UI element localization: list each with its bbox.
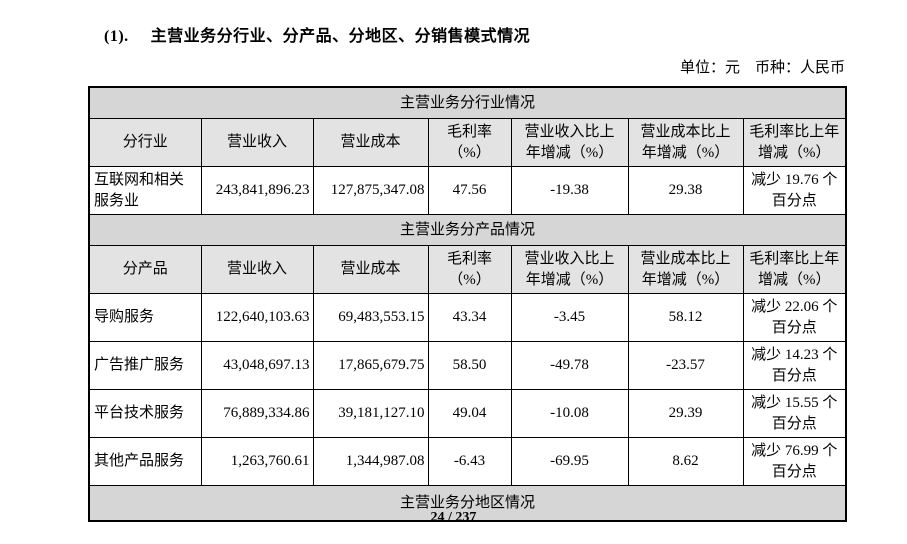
- table-row: 广告推广服务 43,048,697.13 17,865,679.75 58.50…: [88, 341, 847, 390]
- section-title-row-region: 主营业务分地区情况: [88, 485, 847, 522]
- cell-revenue-change: -19.38: [510, 166, 629, 215]
- section-title-text: 主营业务分行业、分产品、分地区、分销售模式情况: [150, 28, 531, 45]
- cell-gross-margin: -6.43: [427, 437, 512, 486]
- column-header: 营业成本比上年增减（%）: [627, 118, 744, 167]
- section-number: (1).: [104, 28, 129, 45]
- cell-margin-change: 减少 76.99 个百分点: [742, 437, 847, 486]
- cell-revenue: 122,640,103.63: [200, 293, 314, 342]
- table-row: 互联网和相关服务业 243,841,896.23 127,875,347.08 …: [88, 166, 847, 215]
- cell-cost-change: 8.62: [627, 437, 744, 486]
- cell-revenue: 43,048,697.13: [200, 341, 314, 390]
- cell-margin-change: 减少 22.06 个百分点: [742, 293, 847, 342]
- column-header: 毛利率（%）: [427, 245, 512, 294]
- section-title-cell: 主营业务分地区情况: [88, 485, 847, 522]
- cell-gross-margin: 47.56: [427, 166, 512, 215]
- cell-revenue-change: -10.08: [510, 389, 629, 438]
- column-header: 分行业: [88, 118, 202, 167]
- table-row: 导购服务 122,640,103.63 69,483,553.15 43.34 …: [88, 293, 847, 342]
- cell-product-name: 导购服务: [88, 293, 202, 342]
- section-title-row-industry: 主营业务分行业情况: [88, 86, 847, 119]
- header-row-product: 分产品 营业收入 营业成本 毛利率（%） 营业收入比上年增减（%） 营业成本比上…: [88, 245, 847, 294]
- cell-gross-margin: 58.50: [427, 341, 512, 390]
- table-row: 平台技术服务 76,889,334.86 39,181,127.10 49.04…: [88, 389, 847, 438]
- cell-cost: 17,865,679.75: [312, 341, 429, 390]
- page-title: (1). 主营业务分行业、分产品、分地区、分销售模式情况: [104, 22, 530, 46]
- column-header: 营业成本比上年增减（%）: [627, 245, 744, 294]
- cell-cost: 127,875,347.08: [312, 166, 429, 215]
- cell-cost: 69,483,553.15: [312, 293, 429, 342]
- cell-product-name: 平台技术服务: [88, 389, 202, 438]
- column-header: 毛利率（%）: [427, 118, 512, 167]
- cell-cost-change: -23.57: [627, 341, 744, 390]
- section-title-cell: 主营业务分产品情况: [88, 214, 847, 246]
- cell-revenue-change: -69.95: [510, 437, 629, 486]
- column-header: 毛利率比上年增减（%）: [742, 245, 847, 294]
- table-row: 其他产品服务 1,263,760.61 1,344,987.08 -6.43 -…: [88, 437, 847, 486]
- cell-revenue-change: -3.45: [510, 293, 629, 342]
- cell-revenue-change: -49.78: [510, 341, 629, 390]
- cell-revenue: 76,889,334.86: [200, 389, 314, 438]
- cell-cost: 39,181,127.10: [312, 389, 429, 438]
- cell-revenue: 243,841,896.23: [200, 166, 314, 215]
- cell-gross-margin: 43.34: [427, 293, 512, 342]
- column-header: 营业收入: [200, 118, 314, 167]
- header-row-industry: 分行业 营业收入 营业成本 毛利率（%） 营业收入比上年增减（%） 营业成本比上…: [88, 118, 847, 167]
- column-header: 分产品: [88, 245, 202, 294]
- cell-cost-change: 58.12: [627, 293, 744, 342]
- column-header: 营业成本: [312, 245, 429, 294]
- section-title-row-product: 主营业务分产品情况: [88, 214, 847, 246]
- cell-industry-name: 互联网和相关服务业: [88, 166, 202, 215]
- column-header: 毛利率比上年增减（%）: [742, 118, 847, 167]
- cell-cost-change: 29.38: [627, 166, 744, 215]
- cell-margin-change: 减少 15.55 个百分点: [742, 389, 847, 438]
- page-number: 24 / 237: [430, 510, 477, 525]
- cell-margin-change: 减少 14.23 个百分点: [742, 341, 847, 390]
- column-header: 营业收入比上年增减（%）: [510, 118, 629, 167]
- section-title-cell: 主营业务分行业情况: [88, 86, 847, 119]
- column-header: 营业收入: [200, 245, 314, 294]
- cell-gross-margin: 49.04: [427, 389, 512, 438]
- cell-product-name: 广告推广服务: [88, 341, 202, 390]
- cell-revenue: 1,263,760.61: [200, 437, 314, 486]
- column-header: 营业收入比上年增减（%）: [510, 245, 629, 294]
- cell-cost: 1,344,987.08: [312, 437, 429, 486]
- cell-margin-change: 减少 19.76 个百分点: [742, 166, 847, 215]
- column-header: 营业成本: [312, 118, 429, 167]
- cell-product-name: 其他产品服务: [88, 437, 202, 486]
- unit-currency-note: 单位：元 币种：人民币: [679, 60, 845, 76]
- cell-cost-change: 29.39: [627, 389, 744, 438]
- main-business-table: 主营业务分行业情况 分行业 营业收入 营业成本 毛利率（%） 营业收入比上年增减…: [88, 86, 848, 522]
